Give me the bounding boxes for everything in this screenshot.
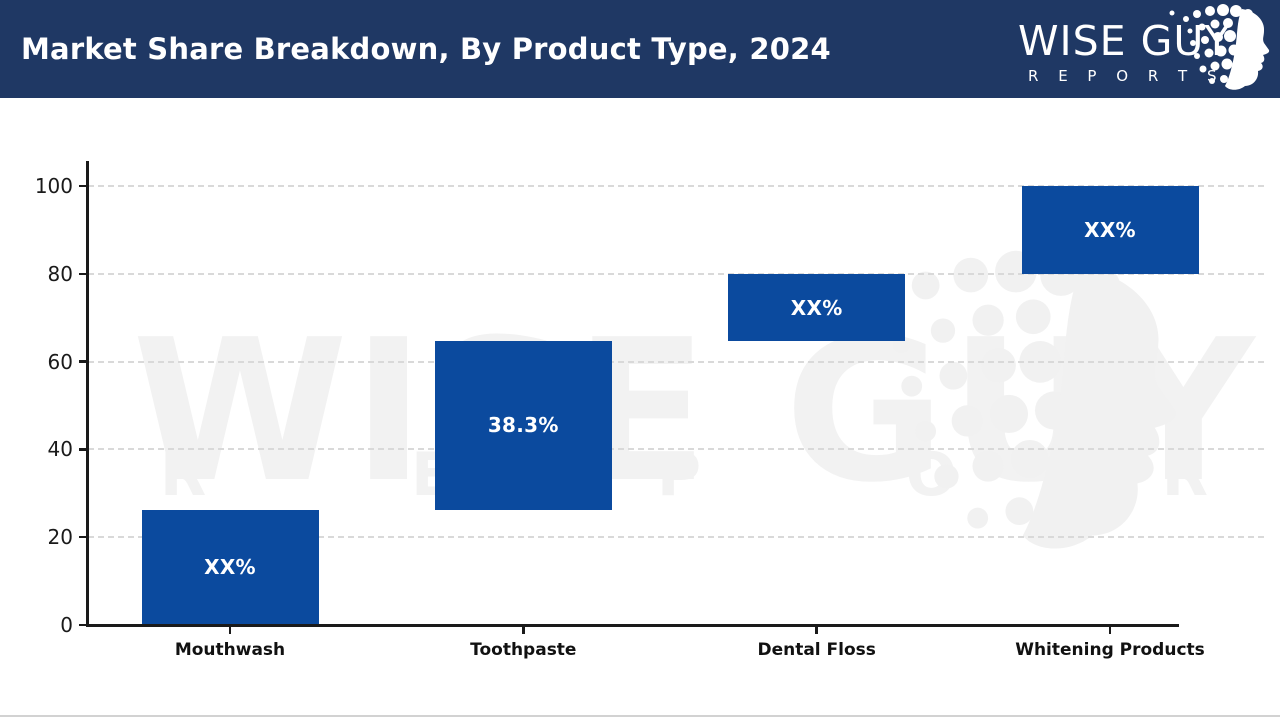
- y-tick-label-60: 60: [47, 349, 73, 374]
- page-bottom-divider: [0, 715, 1280, 717]
- x-tick-label-dental-floss: Dental Floss: [757, 640, 876, 660]
- y-tick-label-100: 100: [34, 174, 73, 198]
- gridline-y-60: [88, 360, 1264, 363]
- y-tick-label-40: 40: [47, 437, 73, 462]
- wise-guy-logo-graphic: WISE GUY R E P O R T S: [1018, 4, 1270, 90]
- x-tick-mark: [522, 626, 525, 634]
- y-tick-mark: [79, 184, 88, 188]
- x-tick-label-toothpaste: Toothpaste: [470, 640, 577, 660]
- gridline-y-100: [88, 185, 1264, 187]
- y-tick-mark: [79, 272, 88, 276]
- logo-sub-text: R E P O R T S: [1028, 67, 1224, 85]
- chart-area: WISE GUY R E P O R T S 020406080100XX%38…: [0, 98, 1280, 718]
- x-tick-label-mouthwash: Mouthwash: [174, 640, 286, 660]
- gridline-y-20: [88, 536, 1264, 539]
- bar-value-label: XX%: [1084, 217, 1136, 242]
- y-tick-mark: [79, 623, 88, 627]
- bar-dental-floss: XX%: [728, 273, 906, 342]
- bar-toothpaste: 38.3%: [434, 341, 612, 510]
- brand-logo: WISE GUY R E P O R T S: [1016, 3, 1272, 95]
- x-tick-mark: [228, 626, 232, 634]
- bar-value-label: XX%: [790, 295, 843, 320]
- y-tick-mark: [79, 448, 88, 451]
- page-title: Market Share Breakdown, By Product Type,…: [21, 32, 831, 66]
- y-tick-mark: [79, 535, 88, 539]
- y-tick-label-20: 20: [47, 525, 73, 550]
- y-tick-label-80: 80: [47, 261, 73, 286]
- x-tick-mark: [1108, 626, 1112, 634]
- bar-value-label: XX%: [204, 555, 256, 580]
- x-axis-line: [86, 624, 1179, 627]
- x-tick-label-whitening-products: Whitening Products: [1015, 640, 1205, 660]
- y-tick-mark: [79, 360, 88, 363]
- bar-value-label: 38.3%: [487, 413, 559, 438]
- header: Market Share Breakdown, By Product Type,…: [0, 0, 1280, 98]
- y-tick-label-0: 0: [60, 613, 73, 637]
- bar-whitening-products: XX%: [1021, 186, 1199, 274]
- bar-mouthwash: XX%: [141, 509, 319, 625]
- gridline-y-80: [88, 272, 1264, 275]
- gridline-y-40: [88, 448, 1264, 451]
- y-axis-line: [86, 161, 89, 626]
- x-tick-mark: [815, 626, 818, 634]
